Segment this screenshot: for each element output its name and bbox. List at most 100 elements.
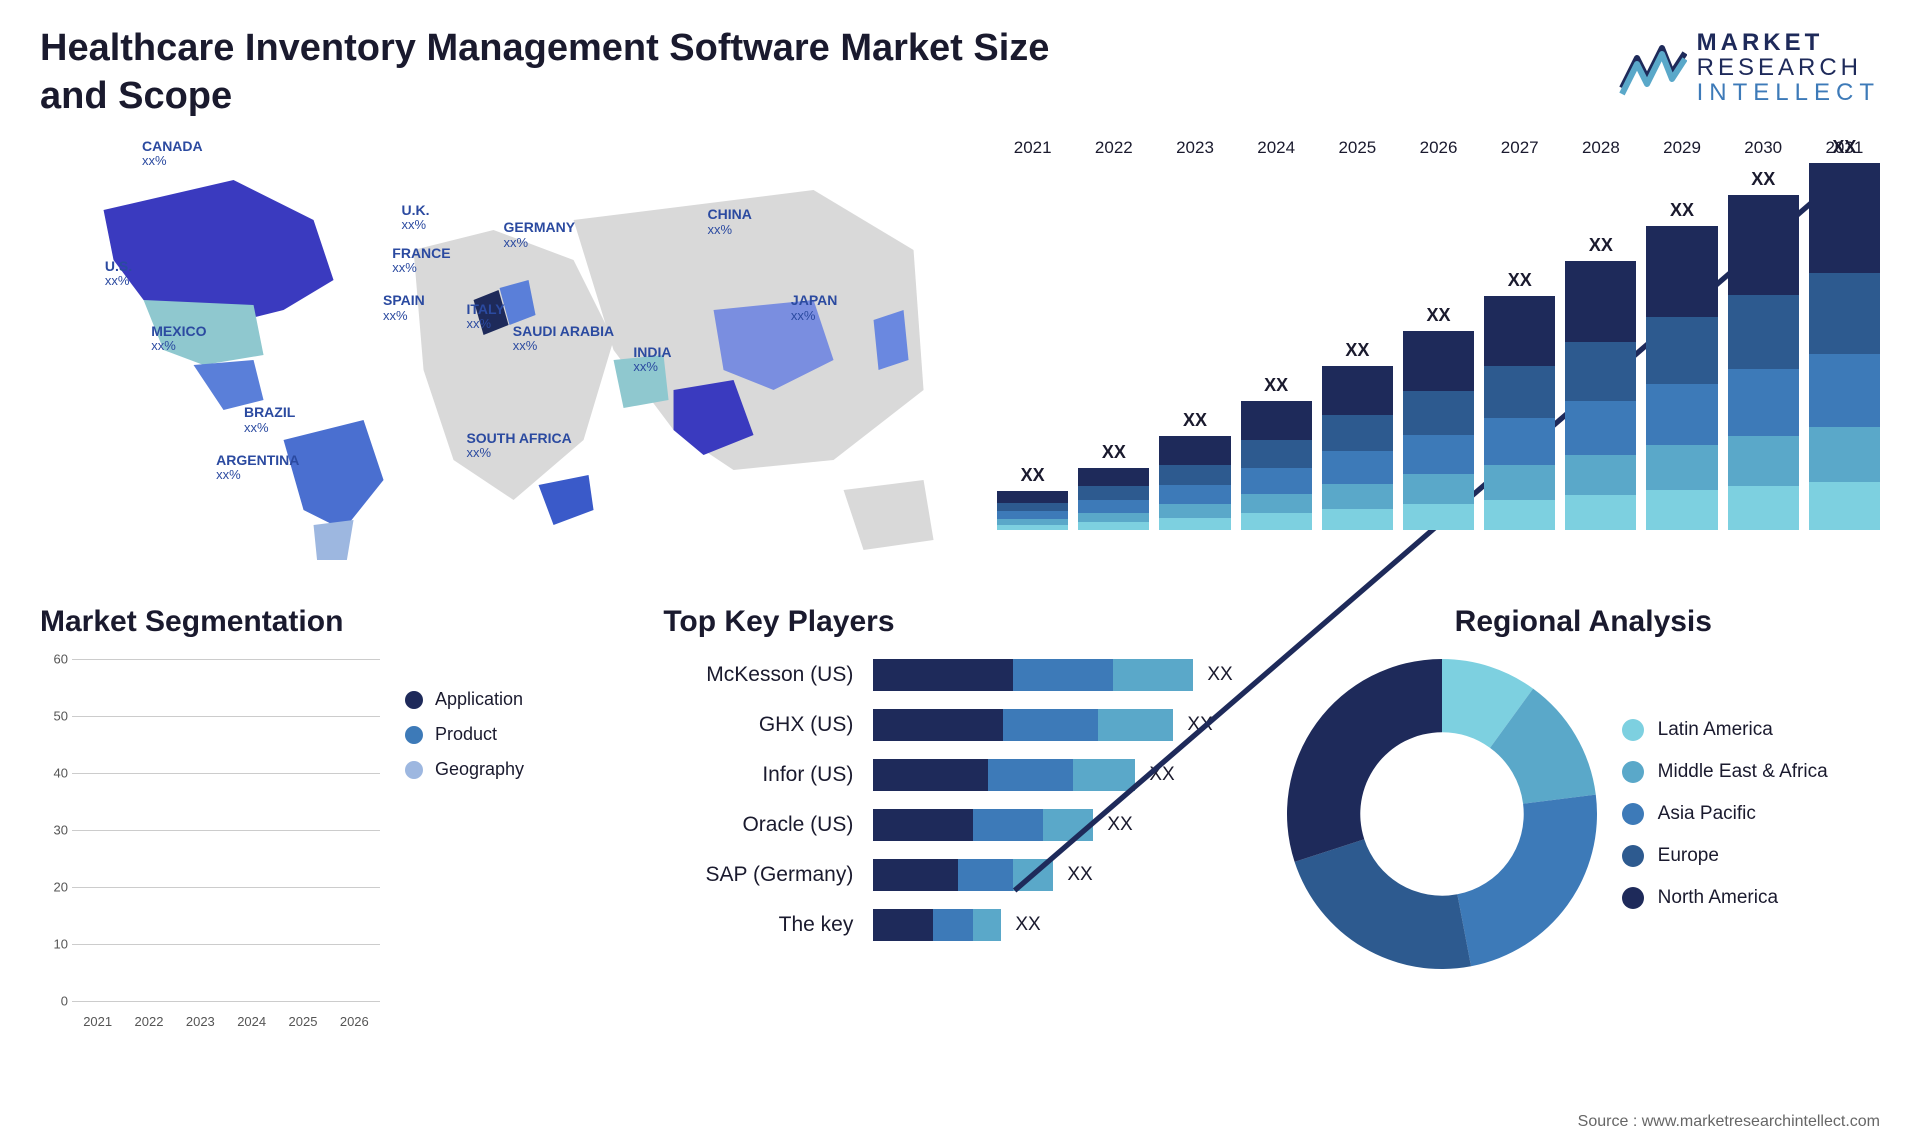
forecast-bar-segment [1078, 522, 1149, 530]
legend-label: Middle East & Africa [1658, 761, 1828, 783]
map-region [539, 475, 594, 525]
donut-segment [1287, 659, 1442, 862]
logo-line1: MARKET [1697, 30, 1880, 55]
segmentation-legend: ApplicationProductGeography [405, 689, 524, 780]
key-players-panel: Top Key Players McKesson (US)GHX (US)Inf… [663, 605, 1256, 1085]
forecast-bar-label: XX [1159, 410, 1230, 431]
segmentation-panel: Market Segmentation 0102030405060 202120… [40, 605, 633, 1085]
forecast-bar-segment [1728, 436, 1799, 486]
forecast-bar-segment [1728, 295, 1799, 369]
forecast-bar-segment [1565, 342, 1636, 401]
forecast-bar-segment [1809, 354, 1880, 427]
y-tick-label: 50 [40, 709, 68, 724]
y-tick-label: 60 [40, 652, 68, 667]
regional-legend-item: Middle East & Africa [1622, 761, 1828, 783]
key-player-name: McKesson (US) [706, 659, 853, 691]
forecast-bar-segment [1484, 418, 1555, 465]
forecast-bar-segment [1403, 331, 1474, 391]
forecast-bar-segment [1322, 509, 1393, 530]
forecast-bar-segment [1159, 465, 1230, 486]
legend-swatch [405, 691, 423, 709]
legend-label: Latin America [1658, 719, 1773, 741]
key-player-segment [933, 909, 973, 941]
forecast-bar: XX [1159, 436, 1230, 530]
grid-line [72, 830, 380, 831]
forecast-bar-segment [1728, 195, 1799, 296]
key-player-row: XX [873, 659, 1256, 691]
legend-label: Asia Pacific [1658, 803, 1756, 825]
forecast-bar-label: XX [1078, 442, 1149, 463]
key-player-segment [873, 909, 933, 941]
key-player-bar [873, 809, 1093, 841]
key-player-name: Infor (US) [762, 759, 853, 791]
forecast-bar-segment [1078, 513, 1149, 522]
legend-label: Application [435, 689, 523, 710]
forecast-bar: XX [1403, 331, 1474, 530]
forecast-bar-label: XX [1322, 340, 1393, 361]
forecast-bar-segment [1241, 513, 1312, 530]
key-player-segment [958, 859, 1013, 891]
forecast-bar-segment [1078, 486, 1149, 500]
legend-label: Geography [435, 759, 524, 780]
source-attribution: Source : www.marketresearchintellect.com [1578, 1113, 1880, 1131]
forecast-bar-segment [1078, 500, 1149, 512]
map-label: JAPANxx% [791, 293, 837, 323]
key-player-row: XX [873, 859, 1256, 891]
segmentation-title: Market Segmentation [40, 605, 633, 639]
legend-label: North America [1658, 887, 1778, 909]
grid-line [72, 887, 380, 888]
key-player-row: XX [873, 909, 1256, 941]
forecast-bar-label: XX [1484, 270, 1555, 291]
key-player-bar [873, 759, 1135, 791]
key-player-name: Oracle (US) [742, 809, 853, 841]
key-player-segment [873, 659, 1013, 691]
regional-legend-item: Asia Pacific [1622, 803, 1828, 825]
forecast-bar-segment [997, 525, 1068, 530]
map-region [844, 480, 934, 550]
forecast-bar-segment [1241, 401, 1312, 440]
grid-line [72, 716, 380, 717]
segmentation-chart: 0102030405060 202120222023202420252026 [40, 659, 380, 1029]
forecast-bar-segment [1646, 445, 1717, 491]
legend-swatch [1622, 803, 1644, 825]
grid-line [72, 944, 380, 945]
key-player-segment [873, 759, 988, 791]
segmentation-x-label: 2024 [230, 1014, 273, 1029]
forecast-bar-segment [1484, 500, 1555, 530]
forecast-bar-segment [997, 491, 1068, 503]
forecast-bar-segment [1322, 451, 1393, 484]
regional-title: Regional Analysis [1287, 605, 1880, 639]
forecast-bar-segment [1403, 504, 1474, 530]
map-label: BRAZILxx% [244, 405, 295, 435]
map-label: CANADAxx% [142, 139, 203, 169]
forecast-bar-segment [1241, 468, 1312, 494]
forecast-bar-segment [1403, 391, 1474, 435]
segmentation-x-label: 2026 [333, 1014, 376, 1029]
key-player-bar [873, 709, 1173, 741]
forecast-bar-segment [1322, 366, 1393, 415]
forecast-bar-segment [1484, 465, 1555, 500]
key-player-segment [873, 809, 973, 841]
key-player-segment [1013, 859, 1053, 891]
map-label: INDIAxx% [633, 345, 671, 375]
donut-segment [1457, 795, 1597, 967]
forecast-bar-segment [1159, 436, 1230, 464]
regional-legend-item: North America [1622, 887, 1828, 909]
legend-swatch [405, 726, 423, 744]
forecast-bar: XX [1484, 296, 1555, 530]
forecast-bar-segment [1646, 490, 1717, 530]
legend-item: Geography [405, 759, 524, 780]
legend-label: Europe [1658, 845, 1719, 867]
regional-legend-item: Latin America [1622, 719, 1828, 741]
key-player-name: SAP (Germany) [706, 859, 854, 891]
forecast-bar-segment [1403, 474, 1474, 504]
forecast-bar-segment [1646, 384, 1717, 445]
map-region [194, 360, 264, 410]
forecast-bar-label: XX [1646, 200, 1717, 221]
grid-line [72, 1001, 380, 1002]
key-player-row: XX [873, 709, 1256, 741]
key-players-title: Top Key Players [663, 605, 1256, 639]
key-player-segment [873, 709, 1003, 741]
y-tick-label: 30 [40, 823, 68, 838]
forecast-bar-label: XX [1403, 305, 1474, 326]
